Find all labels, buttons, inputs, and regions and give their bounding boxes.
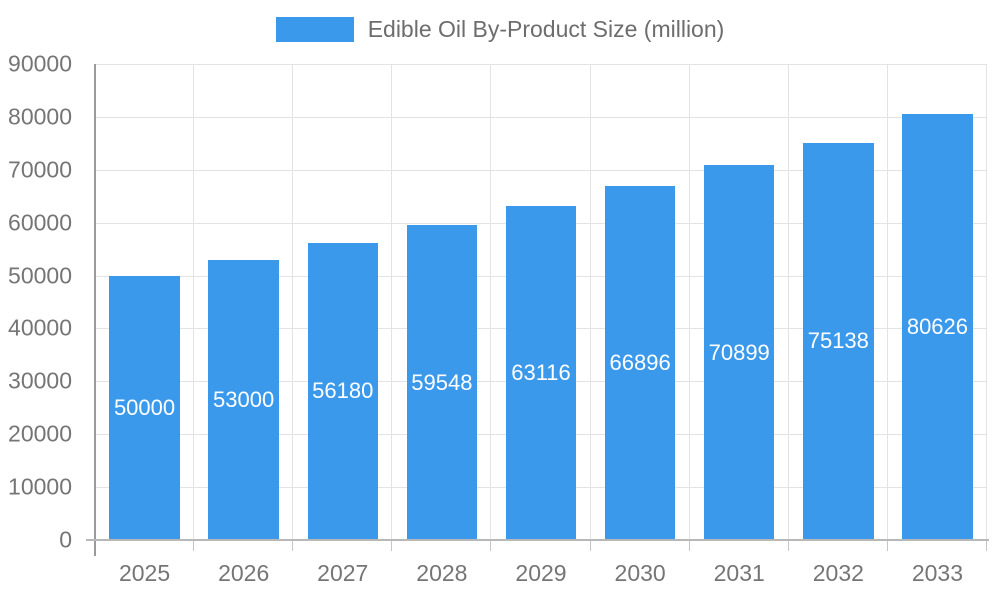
x-axis-label: 2033 [911,560,964,586]
bar-2033[interactable]: 80626 [902,113,973,540]
x-axis-tick [787,540,789,551]
bar-value-label: 59548 [411,369,473,395]
bar-value-label: 56180 [312,378,374,404]
x-axis-tick [589,540,591,551]
bar-2025[interactable]: 50000 [109,275,180,540]
y-axis-label: 50000 [8,262,72,289]
gridline-horizontal [95,64,987,65]
x-axis-label: 2029 [515,560,567,586]
bar-value-label: 66896 [609,350,671,376]
bar-value-label: 80626 [906,313,969,339]
gridline-vertical [193,64,195,540]
gridline-vertical [886,64,888,540]
x-axis-label: 2027 [317,560,369,586]
bar-2031[interactable]: 70899 [704,165,775,540]
bar-value-label: 53000 [213,386,275,412]
y-axis-label: 40000 [8,314,72,341]
y-axis-label: 20000 [8,420,72,447]
gridline-horizontal [95,116,987,118]
x-axis-tick [391,540,393,551]
bar-2026[interactable]: 53000 [208,259,279,540]
bar-2027[interactable]: 56180 [307,242,378,540]
y-axis-label: 30000 [8,367,72,394]
x-axis-label: 2031 [713,560,765,586]
x-axis-tick [688,540,690,551]
bar-2028[interactable]: 59548 [406,225,478,540]
y-axis-label: 80000 [8,103,72,130]
gridline-vertical [787,64,789,540]
x-axis-label: 2030 [614,560,666,586]
y-axis-label: 0 [59,526,72,553]
x-axis-label: 2028 [416,560,468,586]
gridline-vertical [490,64,492,540]
x-axis-line [86,539,989,541]
bar-value-label: 50000 [113,394,176,420]
legend-swatch-icon [275,17,354,42]
gridline-vertical [292,64,294,540]
y-axis-labels: 0 10000 20000 30000 40000 50000 60000 70000 8000… [0,51,86,553]
gridline-vertical [688,64,690,540]
x-axis-labels: 2025 2026 2027 2028 2029 2030 2031 2032 2033 [95,556,987,592]
bar-value-label: 75138 [807,328,869,354]
x-axis-tick [292,540,294,551]
x-axis-label: 2032 [812,560,864,586]
bar-2029[interactable]: 63116 [505,206,577,540]
legend-label: Edible Oil By-Product Size (million) [367,16,725,42]
bar-2032[interactable]: 75138 [803,142,874,540]
bar-value-label: 70899 [708,339,770,365]
y-axis-label: 90000 [8,50,72,77]
gridline-vertical [391,64,393,540]
bar-2030[interactable]: 66896 [604,186,676,540]
x-axis-tick [986,540,987,551]
gridline-horizontal [95,169,987,171]
x-axis-label: 2025 [118,560,171,586]
gridline-vertical [986,64,987,540]
y-axis-label: 70000 [8,156,72,183]
gridline-vertical [589,64,591,540]
y-axis-line [94,64,96,556]
y-axis-label: 10000 [8,473,72,500]
x-axis-tick [193,540,195,551]
x-axis-label: 2026 [218,560,270,586]
y-axis-label: 60000 [8,209,72,236]
x-axis-tick [886,540,888,551]
plot-area: 50000 53000 56180 59548 63116 66896 70899 75138… [94,64,987,551]
bar-value-label: 63116 [511,360,571,386]
x-axis-tick [490,540,492,551]
chart-legend[interactable]: Edible Oil By-Product Size (million) [0,16,1000,43]
